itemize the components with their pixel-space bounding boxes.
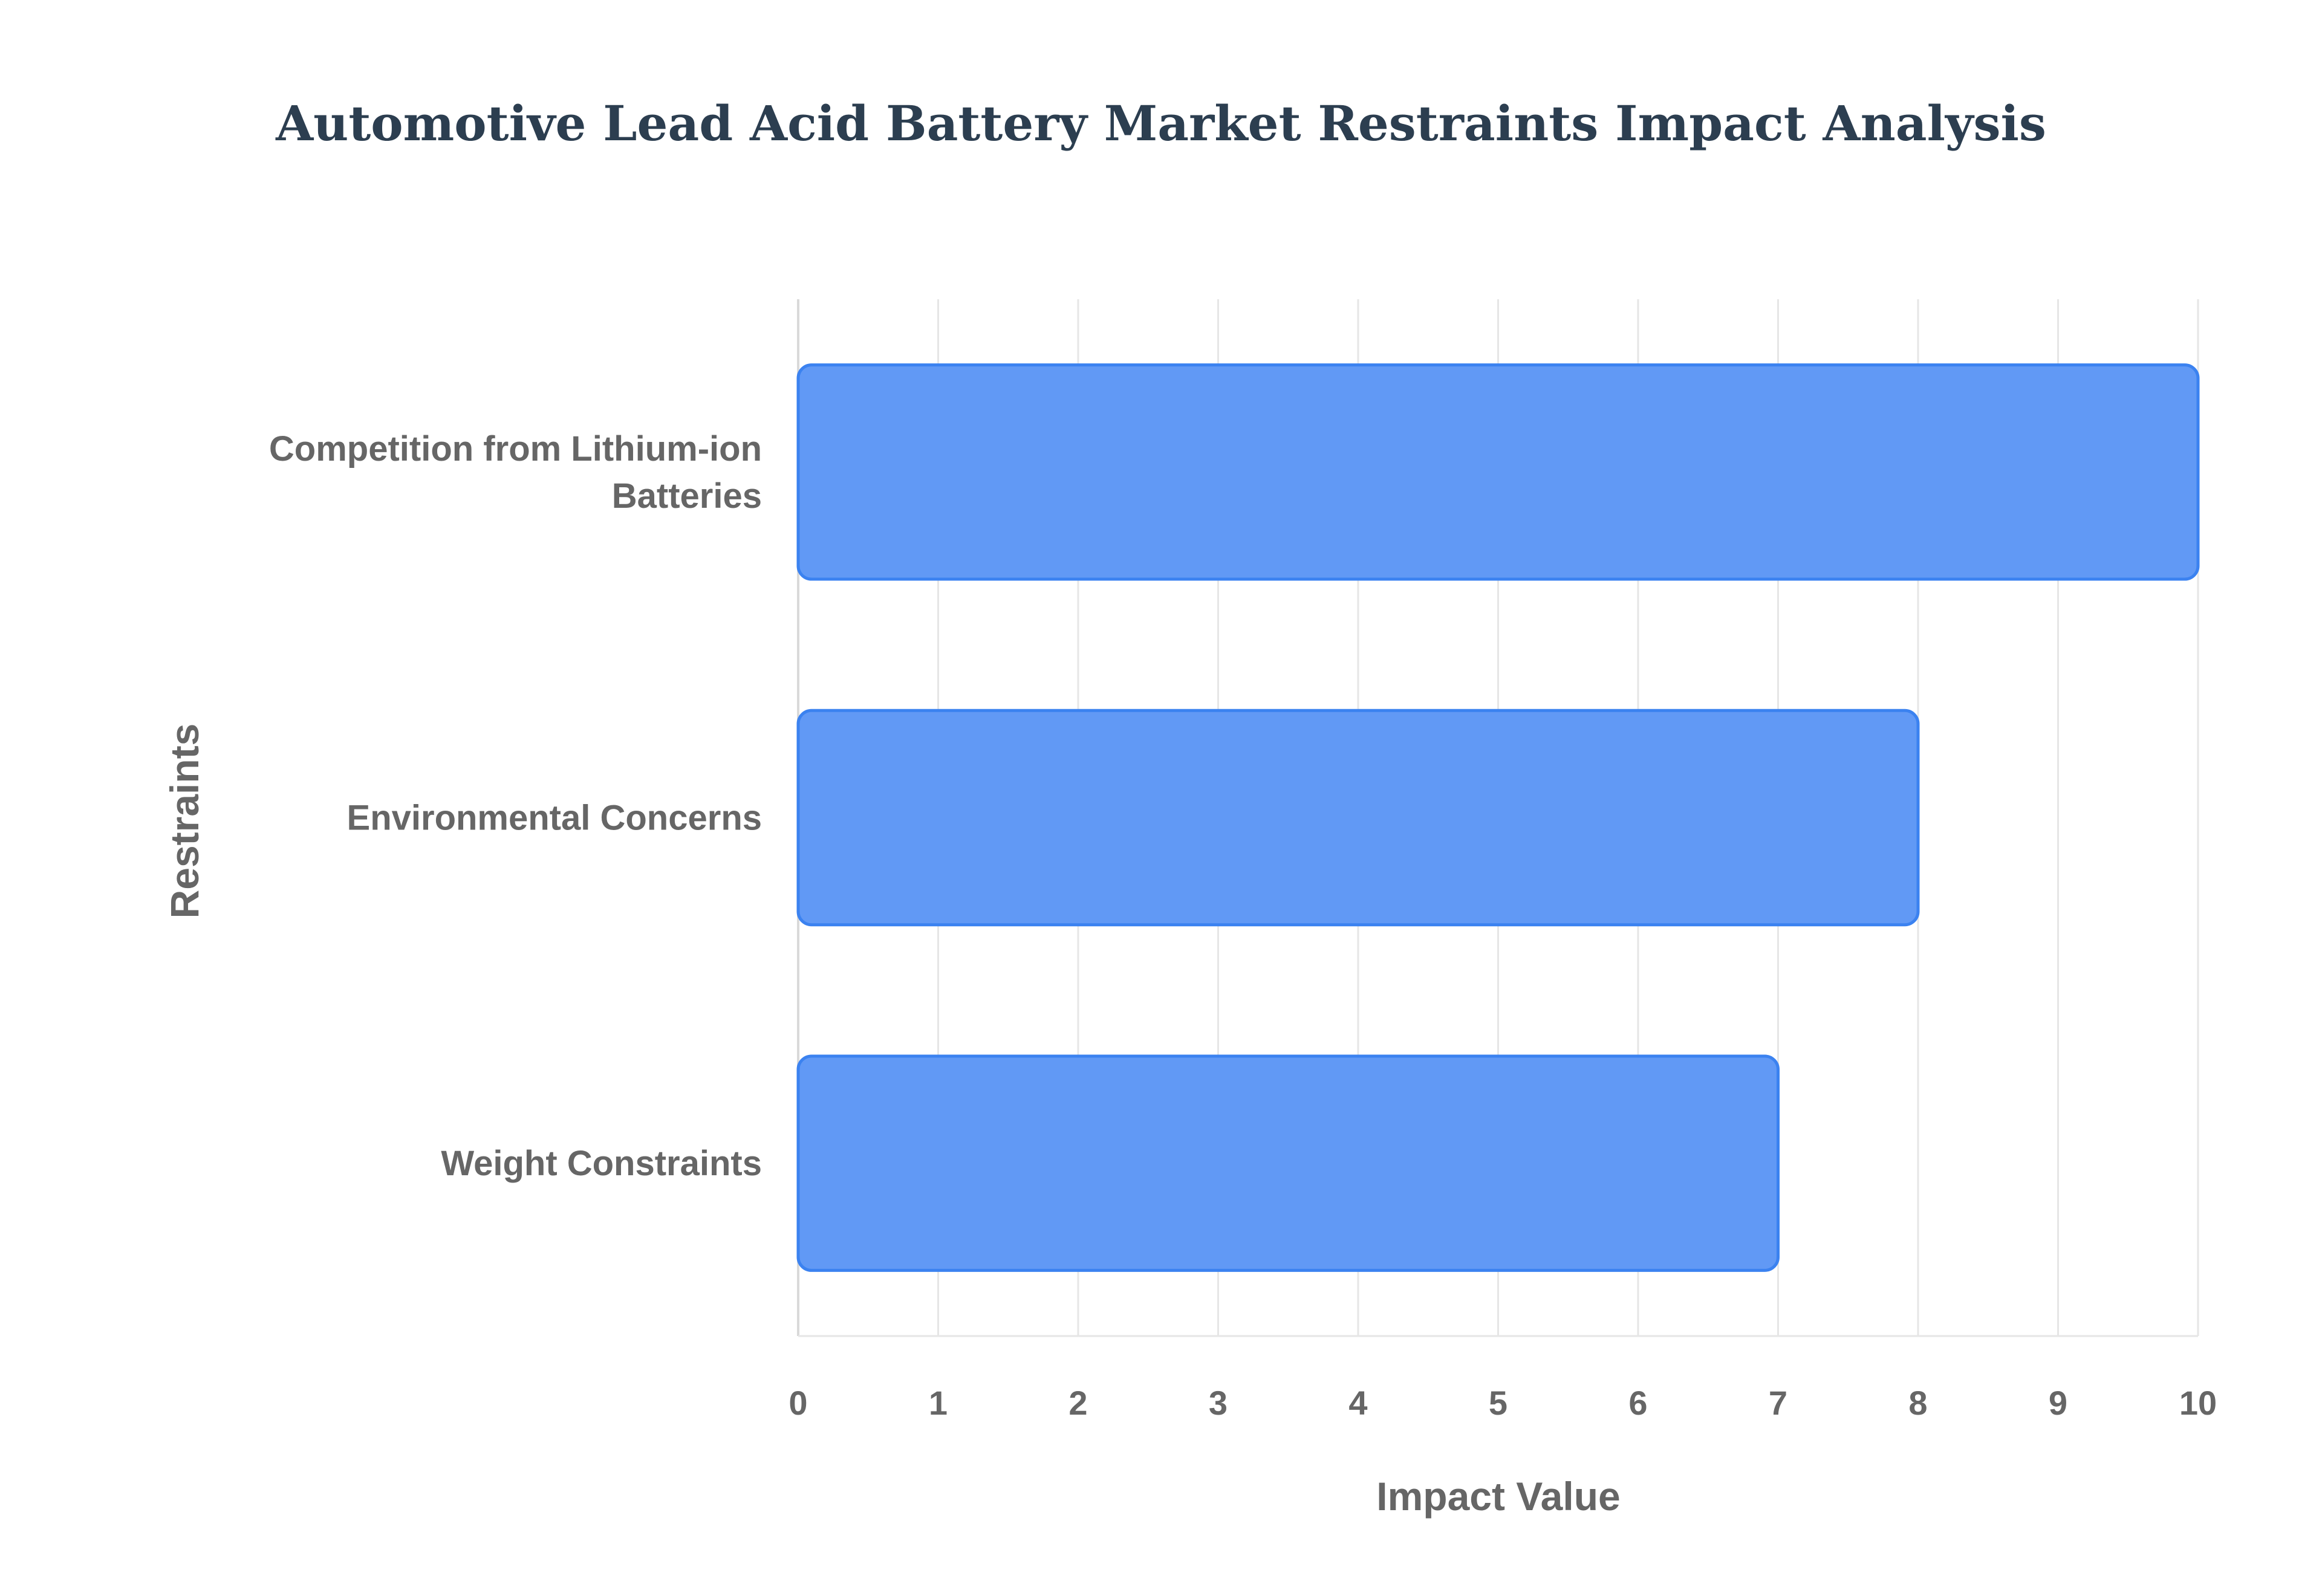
- bar: [796, 709, 1920, 927]
- x-tick-label: 4: [1348, 1384, 1367, 1422]
- x-axis-title: Impact Value: [1376, 1474, 1621, 1519]
- x-tick-label: 7: [1769, 1384, 1787, 1422]
- category-labels: Competition from Lithium-ion Batteries Env…: [269, 429, 762, 1183]
- category-label: Environmental Concerns: [347, 799, 762, 838]
- x-tick-label: 1: [929, 1384, 948, 1422]
- bar: [796, 363, 2200, 581]
- category-label: Competition from Lithium-ion: [269, 429, 762, 469]
- x-tick-label: 3: [1209, 1384, 1228, 1422]
- x-tick-labels: 0 1 2 3 4 5 6 7 8 9 10: [789, 1384, 2217, 1422]
- x-tick-label: 6: [1628, 1384, 1647, 1422]
- x-tick-label: 8: [1908, 1384, 1927, 1422]
- bars: [796, 363, 2200, 1272]
- x-tick-label: 9: [2049, 1384, 2067, 1422]
- x-tick-label: 2: [1068, 1384, 1087, 1422]
- x-tick-label: 10: [2179, 1384, 2217, 1422]
- bar: [796, 1054, 1780, 1272]
- x-tick-label: 5: [1489, 1384, 1507, 1422]
- category-label: Weight Constraints: [441, 1144, 762, 1183]
- y-axis-title: Restraints: [162, 724, 207, 919]
- chart-title: Automotive Lead Acid Battery Market Rest…: [275, 95, 2046, 152]
- category-label: Batteries: [612, 476, 762, 516]
- x-tick-label: 0: [789, 1384, 807, 1422]
